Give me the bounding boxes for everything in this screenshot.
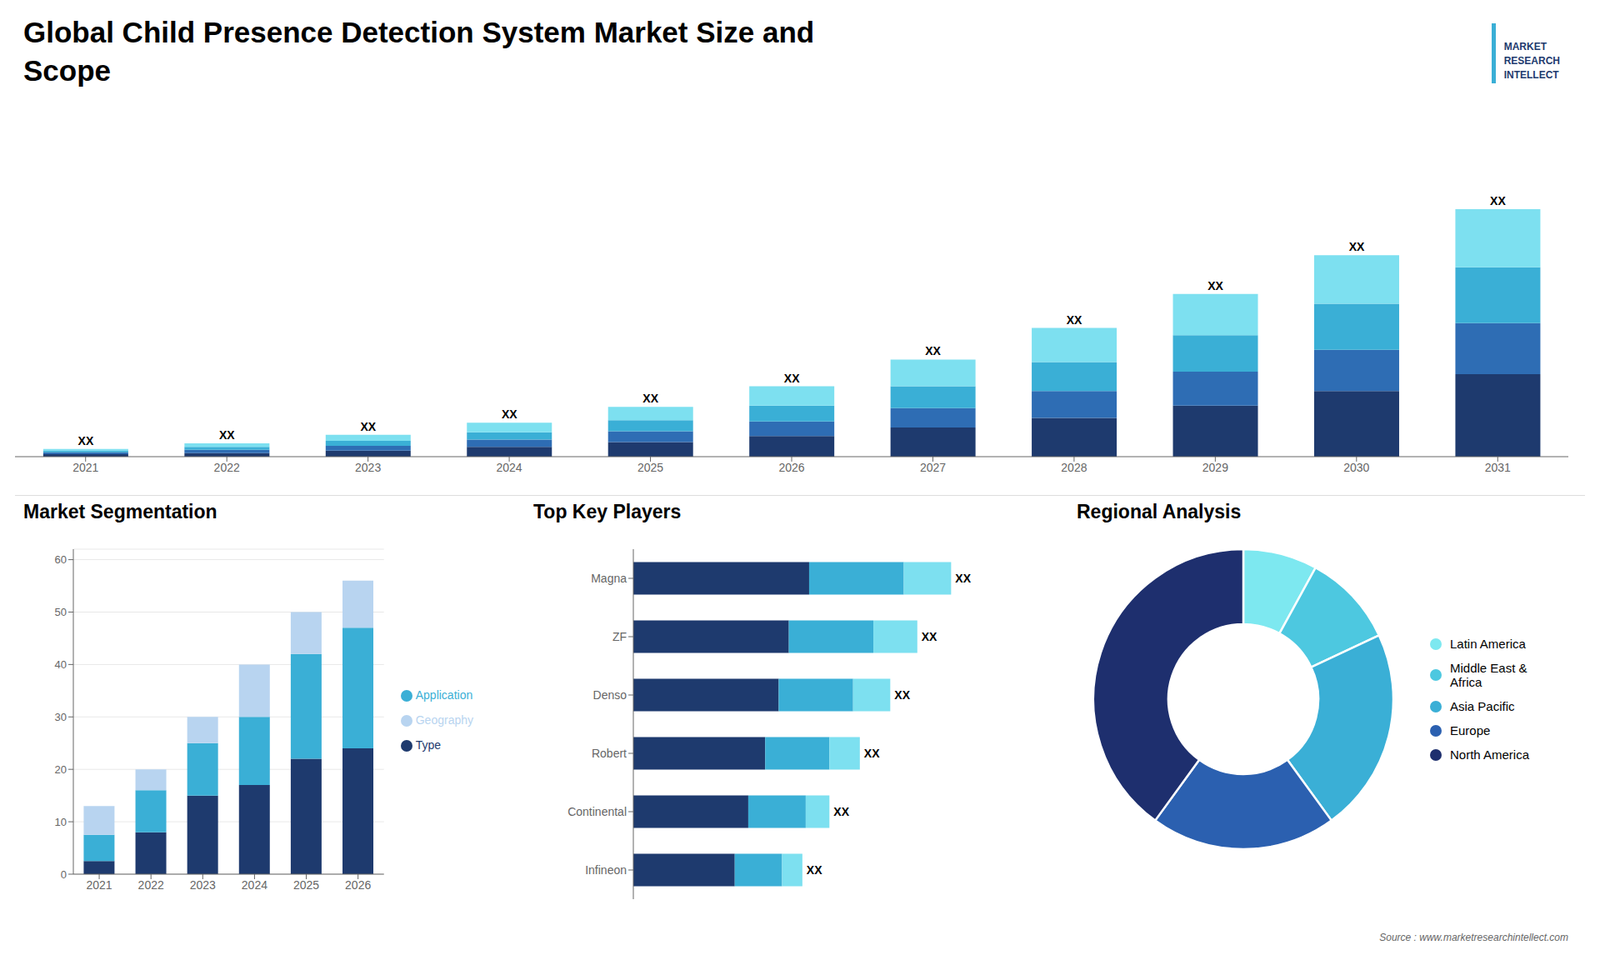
html-text:Global Child Presence Detectio: Global Child Presence Detection System M… — [23, 15, 815, 87]
svg-text:2029: 2029 — [1202, 460, 1229, 475]
svg-text:XX: XX — [1066, 313, 1083, 327]
html-text:Market Segmentation: Market Segmentation — [23, 500, 218, 523]
svg-text:2028: 2028 — [1060, 460, 1087, 475]
svg-text:10: 10 — [55, 815, 67, 829]
svg-text:2026: 2026 — [345, 878, 371, 892]
svg-text:40: 40 — [55, 658, 67, 671]
html-text:INTELLECT: INTELLECT — [1503, 69, 1559, 81]
svg-text:XX: XX — [1490, 194, 1506, 208]
html-text:Type: Type — [415, 738, 441, 752]
svg-text:2027: 2027 — [920, 460, 946, 475]
svg-text:XX: XX — [1207, 279, 1224, 293]
svg-text:50: 50 — [55, 605, 67, 619]
html-text:Latin America: Latin America — [1450, 636, 1526, 651]
html-text:MARKET: MARKET — [1503, 40, 1547, 53]
svg-text:XX: XX — [219, 428, 235, 442]
svg-text:XX: XX — [833, 805, 850, 819]
svg-text:60: 60 — [55, 553, 67, 566]
svg-text:XX: XX — [925, 344, 941, 358]
html-text:Source : www.marketresearchint: Source : www.marketresearchintellect.com — [1379, 931, 1569, 944]
svg-text:XX: XX — [642, 391, 659, 405]
svg-text:2022: 2022 — [214, 460, 240, 475]
svg-text:XX: XX — [784, 371, 800, 385]
html-text:RESEARCH: RESEARCH — [1503, 55, 1560, 67]
svg-text:2025: 2025 — [637, 460, 664, 475]
svg-text:2026: 2026 — [778, 460, 805, 475]
svg-text:30: 30 — [55, 710, 67, 724]
html-text:Geography: Geography — [415, 713, 474, 727]
svg-text:Continental: Continental — [567, 805, 627, 819]
svg-text:2024: 2024 — [241, 878, 268, 892]
svg-text:XX: XX — [864, 746, 880, 760]
svg-text:2030: 2030 — [1343, 460, 1370, 475]
svg-text:2024: 2024 — [496, 460, 523, 475]
svg-text:ZF: ZF — [612, 630, 627, 644]
html-text:Middle East & Africa: Middle East & Africa — [1450, 660, 1528, 690]
svg-text:XX: XX — [921, 630, 938, 644]
svg-text:2025: 2025 — [293, 878, 320, 892]
svg-text:XX: XX — [360, 420, 376, 434]
svg-text:0: 0 — [60, 868, 67, 881]
svg-text:2021: 2021 — [72, 460, 99, 475]
svg-text:XX: XX — [955, 571, 971, 585]
svg-text:Magna: Magna — [590, 571, 627, 585]
svg-text:XX: XX — [78, 434, 95, 448]
html-text:Application: Application — [415, 688, 473, 702]
svg-text:2031: 2031 — [1485, 460, 1511, 475]
html-text:Top Key Players: Top Key Players — [533, 500, 682, 523]
svg-text:XX: XX — [894, 688, 910, 702]
svg-text:2022: 2022 — [138, 878, 165, 892]
svg-text:Robert: Robert — [591, 746, 627, 760]
svg-text:Denso: Denso — [593, 688, 628, 702]
html-text:Asia Pacific: Asia Pacific — [1450, 699, 1515, 714]
svg-text:XX: XX — [806, 863, 823, 877]
svg-text:2021: 2021 — [85, 878, 112, 892]
html-text:Regional Analysis: Regional Analysis — [1076, 500, 1242, 523]
svg-text:2023: 2023 — [190, 878, 216, 892]
html-text:North America: North America — [1450, 747, 1530, 762]
svg-text:XX: XX — [501, 407, 518, 421]
svg-text:2023: 2023 — [355, 460, 381, 475]
html-text:Europe: Europe — [1450, 723, 1491, 738]
svg-text:20: 20 — [55, 763, 67, 776]
svg-text:Infineon: Infineon — [585, 863, 627, 877]
svg-text:XX: XX — [1349, 240, 1365, 254]
